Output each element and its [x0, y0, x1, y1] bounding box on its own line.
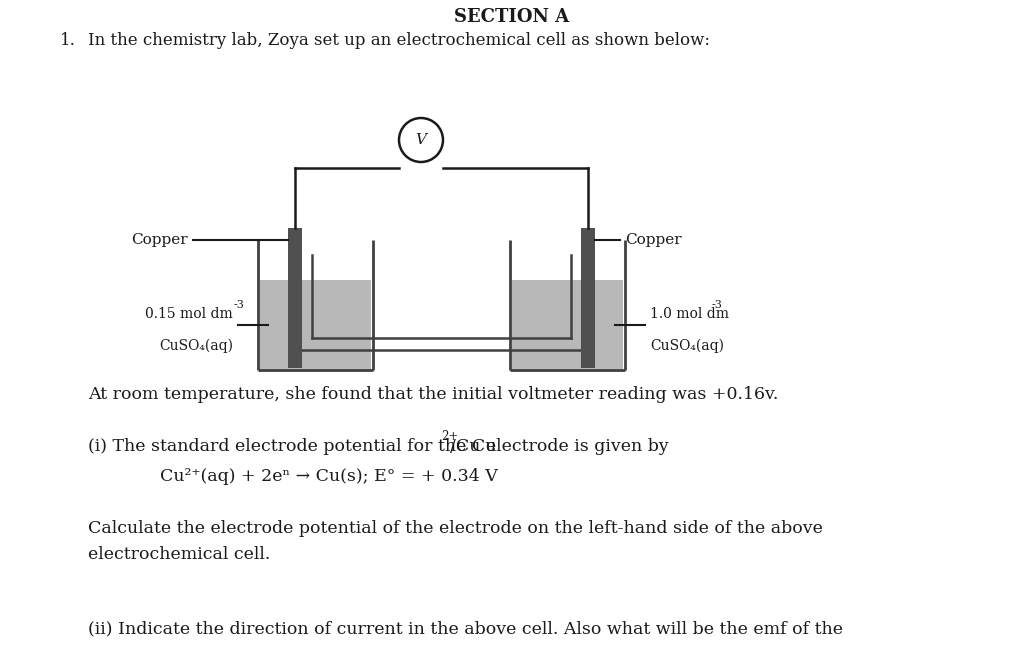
Text: 1.: 1.	[60, 32, 76, 49]
Text: electrochemical cell.: electrochemical cell.	[88, 546, 270, 563]
Text: Calculate the electrode potential of the electrode on the left-hand side of the : Calculate the electrode potential of the…	[88, 520, 823, 537]
Text: 2+: 2+	[441, 430, 459, 443]
Text: 1.0 mol dm: 1.0 mol dm	[650, 307, 729, 321]
Circle shape	[399, 118, 443, 162]
Text: CuSO₄(aq): CuSO₄(aq)	[650, 339, 724, 353]
Text: Copper: Copper	[131, 233, 187, 247]
Text: -3: -3	[712, 300, 723, 310]
Bar	[288, 228, 302, 368]
Text: V: V	[416, 133, 427, 147]
Text: CuSO₄(aq): CuSO₄(aq)	[159, 339, 233, 353]
Text: SECTION A: SECTION A	[455, 8, 569, 26]
Text: Copper: Copper	[626, 233, 682, 247]
Bar	[582, 228, 595, 368]
Text: Cu²⁺(aq) + 2eⁿ → Cu(s); E° = + 0.34 V: Cu²⁺(aq) + 2eⁿ → Cu(s); E° = + 0.34 V	[160, 468, 498, 485]
Text: /Cu electrode is given by: /Cu electrode is given by	[450, 438, 669, 455]
Text: 0.15 mol dm: 0.15 mol dm	[145, 307, 233, 321]
Text: -3: -3	[234, 300, 245, 310]
Text: In the chemistry lab, Zoya set up an electrochemical cell as shown below:: In the chemistry lab, Zoya set up an ele…	[88, 32, 710, 49]
Text: (ii) Indicate the direction of current in the above cell. Also what will be the : (ii) Indicate the direction of current i…	[88, 620, 843, 637]
Text: (i) The standard electrode potential for the Cu: (i) The standard electrode potential for…	[88, 438, 497, 455]
Bar	[260, 280, 371, 370]
Bar	[512, 280, 623, 370]
Text: At room temperature, she found that the initial voltmeter reading was +0.16v.: At room temperature, she found that the …	[88, 386, 778, 403]
